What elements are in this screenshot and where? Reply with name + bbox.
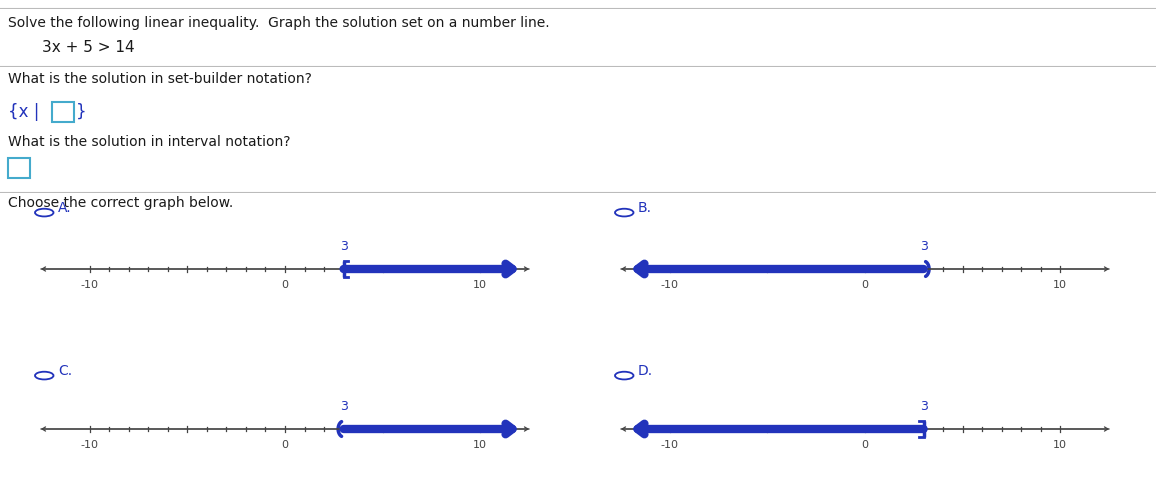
Text: -10: -10 <box>81 440 98 450</box>
Text: 0: 0 <box>282 280 289 290</box>
Text: 3: 3 <box>920 400 927 413</box>
Text: A.: A. <box>58 201 72 215</box>
Text: Solve the following linear inequality.  Graph the solution set on a number line.: Solve the following linear inequality. G… <box>8 16 549 30</box>
Text: D.: D. <box>638 364 653 378</box>
Text: 0: 0 <box>861 280 868 290</box>
Text: -10: -10 <box>661 440 679 450</box>
Text: 10: 10 <box>1053 280 1067 290</box>
Text: {x |: {x | <box>8 103 39 121</box>
Text: C.: C. <box>58 364 72 378</box>
Text: }: } <box>76 103 87 121</box>
Text: What is the solution in interval notation?: What is the solution in interval notatio… <box>8 135 290 149</box>
Text: -10: -10 <box>661 280 679 290</box>
Text: 0: 0 <box>282 440 289 450</box>
Text: Choose the correct graph below.: Choose the correct graph below. <box>8 196 234 210</box>
Text: -10: -10 <box>81 280 98 290</box>
Text: 10: 10 <box>1053 440 1067 450</box>
Text: 10: 10 <box>473 280 488 290</box>
Text: 10: 10 <box>473 440 488 450</box>
Text: 3: 3 <box>340 400 348 413</box>
Text: 3: 3 <box>920 240 927 253</box>
Text: 3x + 5 > 14: 3x + 5 > 14 <box>42 40 134 55</box>
Text: B.: B. <box>638 201 652 215</box>
Text: What is the solution in set-builder notation?: What is the solution in set-builder nota… <box>8 72 312 86</box>
Text: 3: 3 <box>340 240 348 253</box>
Text: 0: 0 <box>861 440 868 450</box>
